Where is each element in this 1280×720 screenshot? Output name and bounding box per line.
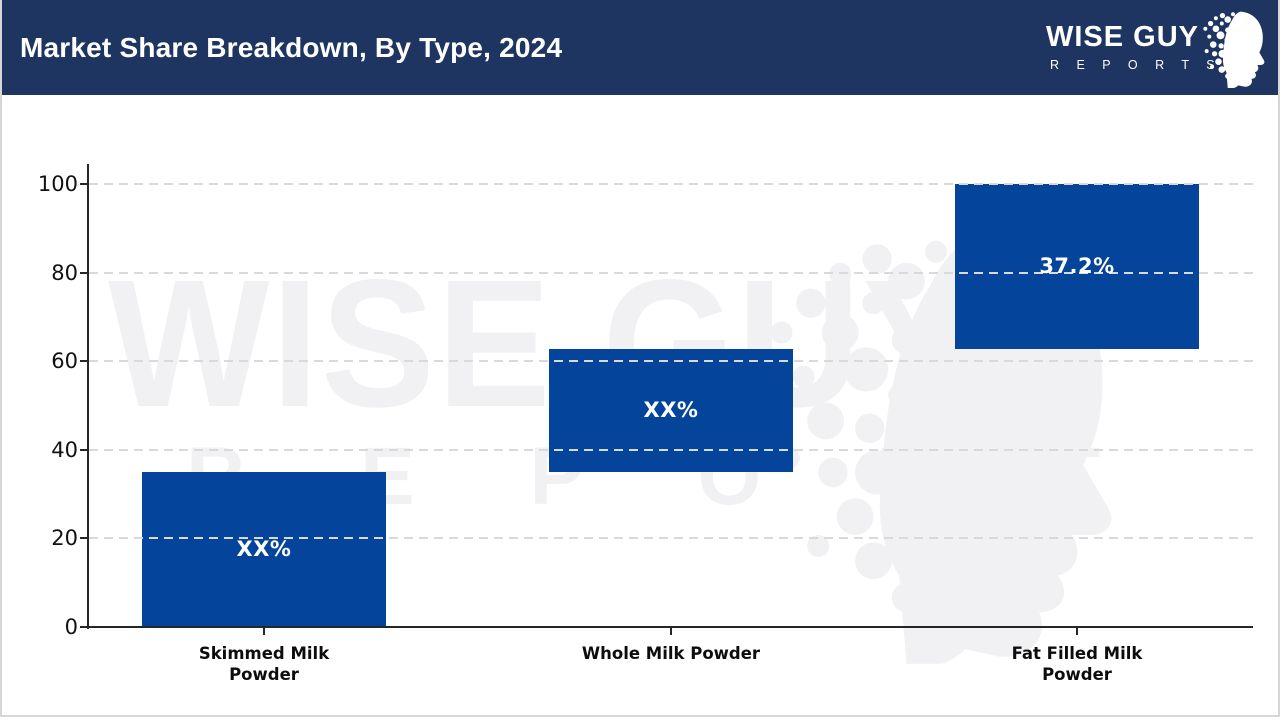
x-axis-category-label: Skimmed Milk Powder <box>198 644 330 684</box>
y-axis-tick-label: 100 <box>37 172 78 196</box>
bar-value-label: XX% <box>236 537 292 562</box>
x-axis-category-label: Fat Filled Milk Powder <box>1011 644 1143 684</box>
bar-value-label: XX% <box>643 398 699 423</box>
y-axis-tick-mark <box>80 271 87 274</box>
x-axis-tick-mark <box>1076 627 1078 635</box>
y-axis-tick-mark <box>80 360 87 363</box>
y-axis-tick-label: 0 <box>64 615 78 639</box>
bar-segment-1 <box>142 471 386 627</box>
y-axis-line <box>87 164 89 629</box>
y-axis-tick-mark <box>80 537 87 540</box>
logo-subtitle: R E P O R T S <box>1050 58 1222 72</box>
y-axis-tick-label: 40 <box>51 437 78 462</box>
y-axis-tick-label: 80 <box>51 260 78 285</box>
gridline-20 <box>89 537 1253 540</box>
gridline-100 <box>89 183 1253 185</box>
page-title: Market Share Breakdown, By Type, 2024 <box>20 31 563 63</box>
logo-wordmark: WISE GUY <box>1046 21 1200 53</box>
y-axis-tick-label: 60 <box>51 349 78 374</box>
y-axis-tick-mark <box>80 626 87 628</box>
bar-segment-2 <box>549 348 793 472</box>
bar-segment-3 <box>955 184 1199 349</box>
wise-guy-reports-logo: WISE GUY R E P O R T S <box>1016 6 1266 90</box>
x-axis-tick-mark <box>670 627 672 635</box>
logo-face-icon <box>1200 9 1266 88</box>
gridline-80 <box>89 271 1253 274</box>
y-axis-tick-mark <box>80 183 87 185</box>
y-axis-tick-mark <box>80 448 87 451</box>
x-axis-line <box>87 626 1253 628</box>
header-bar: Market Share Breakdown, By Type, 2024 WI… <box>0 0 1280 95</box>
x-axis-category-label: Whole Milk Powder <box>581 644 761 663</box>
gridline-40 <box>89 448 1253 451</box>
gridline-60 <box>89 360 1253 363</box>
y-axis-tick-label: 20 <box>51 526 78 551</box>
bar-value-label: 37.2% <box>1039 254 1115 279</box>
logo-text: WISE GUY R E P O R T S <box>1046 20 1222 74</box>
x-axis-tick-mark <box>263 627 265 635</box>
